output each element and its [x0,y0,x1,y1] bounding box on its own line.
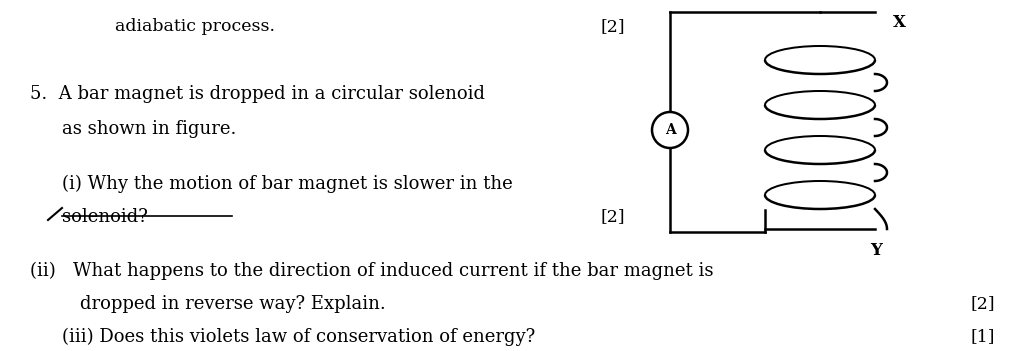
Text: X: X [893,14,906,31]
Text: (i) Why the motion of bar magnet is slower in the: (i) Why the motion of bar magnet is slow… [62,175,513,193]
Text: (ii)   What happens to the direction of induced current if the bar magnet is: (ii) What happens to the direction of in… [30,262,714,280]
Text: adiabatic process.: adiabatic process. [115,18,275,35]
Text: Y: Y [870,242,882,259]
Text: 5.  A bar magnet is dropped in a circular solenoid: 5. A bar magnet is dropped in a circular… [30,85,485,103]
Text: (iii) Does this violets law of conservation of energy?: (iii) Does this violets law of conservat… [62,328,536,346]
Text: dropped in reverse way? Explain.: dropped in reverse way? Explain. [80,295,386,313]
Text: solenoid?: solenoid? [62,208,147,226]
Text: as shown in figure.: as shown in figure. [62,120,237,138]
Text: [2]: [2] [600,18,625,35]
Circle shape [652,112,688,148]
Text: A: A [665,123,676,137]
Text: [2]: [2] [970,295,994,312]
Text: [1]: [1] [970,328,994,345]
Text: [2]: [2] [600,208,625,225]
